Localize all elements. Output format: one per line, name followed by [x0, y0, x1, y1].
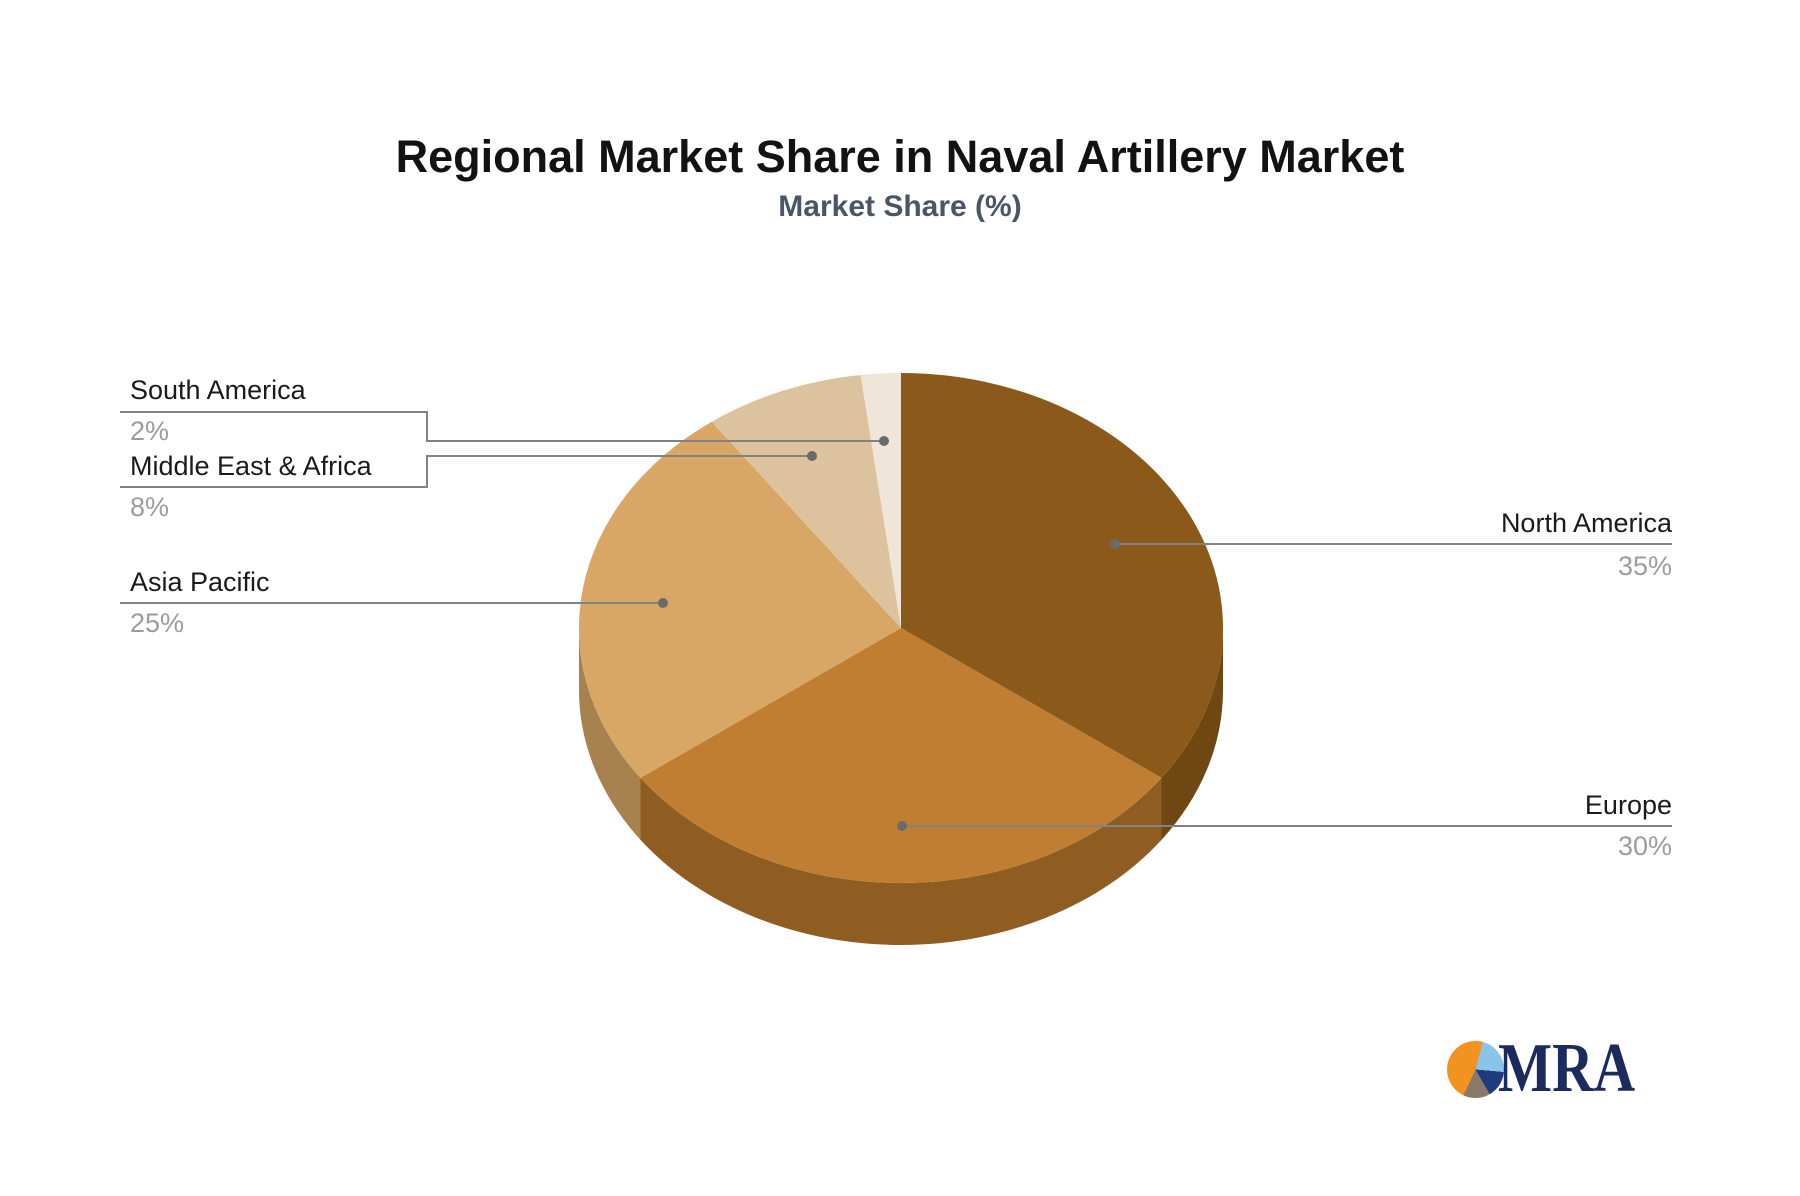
pie-slice-south-america[interactable] [860, 373, 901, 628]
mra-logo: MRA [1447, 1034, 1665, 1104]
mra-logo-pie-icon [1447, 1040, 1504, 1098]
pie-slice-side-asia-pacific [579, 628, 641, 840]
pie-slice-side-north-america [1161, 628, 1223, 840]
percent-middle-east-africa: 8% [130, 492, 170, 522]
mra-logo-text: MRA [1498, 1030, 1636, 1107]
pie-slice-europe[interactable] [640, 628, 1162, 883]
label-north-america: North America [1500, 508, 1672, 538]
chart-title: Regional Market Share in Naval Artillery… [395, 131, 1405, 182]
label-asia-pacific: Asia Pacific [130, 567, 270, 597]
leader-dot-south-america [879, 436, 889, 446]
label-middle-east-africa: Middle East & Africa [130, 451, 372, 481]
leader-dot-europe [897, 821, 907, 831]
label-europe: Europe [1584, 790, 1672, 820]
leader-line-south-america [120, 411, 884, 442]
pie-slice-middle-east-and-africa[interactable] [711, 375, 901, 628]
pie-slice-asia-pacific[interactable] [579, 421, 901, 778]
leader-dot-north-america [1110, 539, 1120, 549]
leader-line-middle-east-and-africa [120, 455, 812, 488]
label-south-america: South America [130, 375, 306, 405]
pie-slice-side-europe [640, 777, 1162, 945]
leader-dot-asia-pacific [658, 598, 668, 608]
percent-south-america: 2% [130, 416, 170, 446]
pie-slice-north-america[interactable] [901, 373, 1224, 778]
leader-dot-middle-east-and-africa [807, 451, 817, 461]
chart-subtitle: Market Share (%) [778, 190, 1022, 223]
percent-asia-pacific: 25% [130, 608, 185, 638]
percent-north-america: 35% [1617, 551, 1672, 581]
percent-europe: 30% [1617, 831, 1672, 861]
